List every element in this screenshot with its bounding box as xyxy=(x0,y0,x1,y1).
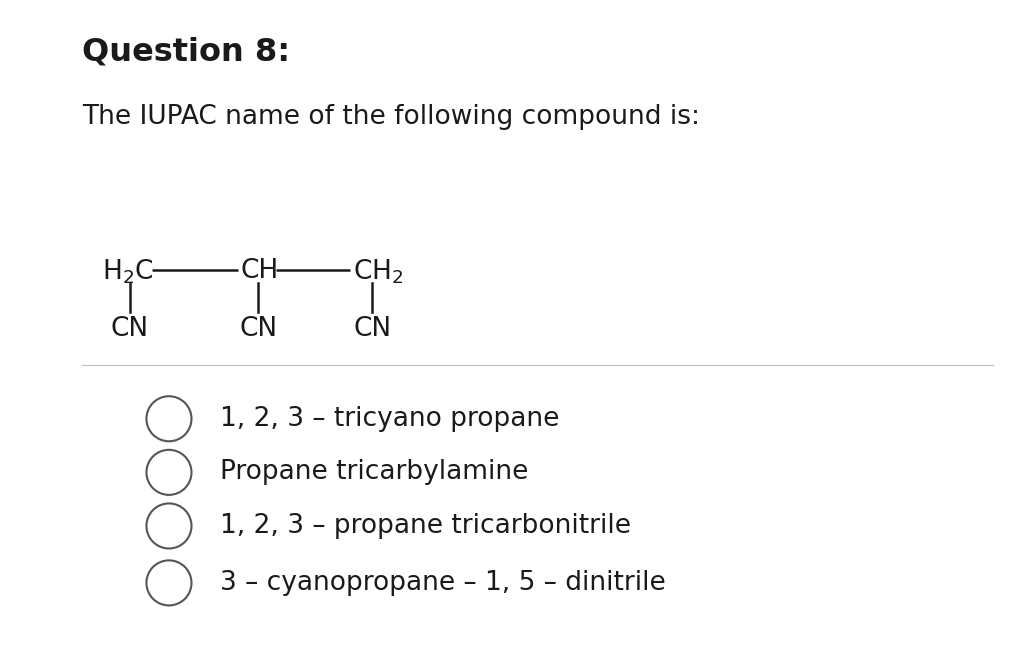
Text: CN: CN xyxy=(240,316,278,342)
Text: H$_2$C: H$_2$C xyxy=(102,257,154,285)
Text: Question 8:: Question 8: xyxy=(82,37,290,68)
Text: Propane tricarbylamine: Propane tricarbylamine xyxy=(220,460,528,485)
Text: CH$_2$: CH$_2$ xyxy=(353,257,403,285)
Text: CH: CH xyxy=(241,259,279,284)
Text: The IUPAC name of the following compound is:: The IUPAC name of the following compound… xyxy=(82,104,700,130)
Text: 1, 2, 3 – tricyano propane: 1, 2, 3 – tricyano propane xyxy=(220,406,559,431)
Text: CN: CN xyxy=(111,316,148,342)
Text: CN: CN xyxy=(353,316,391,342)
Text: 3 – cyanopropane – 1, 5 – dinitrile: 3 – cyanopropane – 1, 5 – dinitrile xyxy=(220,570,666,596)
Text: 1, 2, 3 – propane tricarbonitrile: 1, 2, 3 – propane tricarbonitrile xyxy=(220,513,631,539)
